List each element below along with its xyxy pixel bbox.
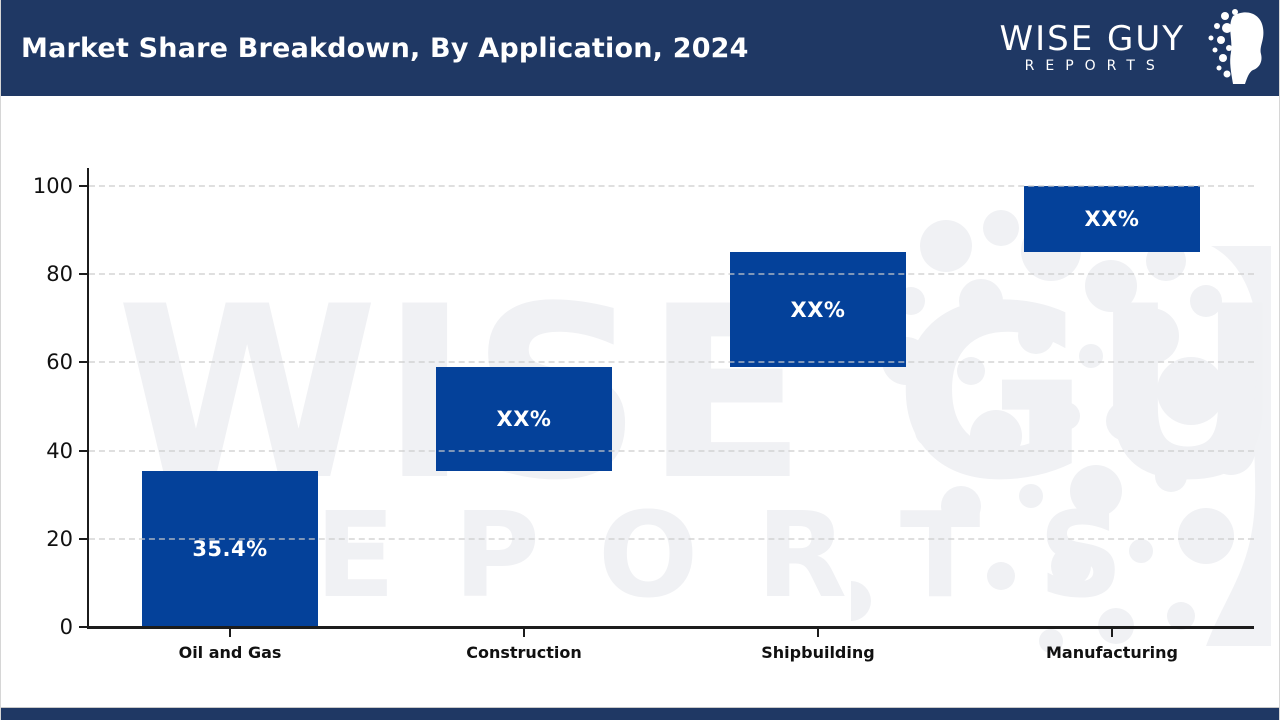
x-tick-mark	[229, 629, 231, 637]
y-tick-mark	[79, 537, 87, 540]
x-tick-mark	[523, 629, 525, 637]
y-tick-mark	[79, 626, 87, 628]
x-tick-label: Shipbuilding	[761, 643, 875, 662]
logo-wordmark-block: WISE GUY REPORTS	[999, 21, 1185, 75]
bar-value-label: XX%	[496, 407, 552, 432]
y-tick-label: 100	[32, 174, 73, 198]
y-gridline	[89, 185, 1254, 187]
x-axis-line	[87, 626, 1254, 629]
y-gridline	[89, 361, 1254, 364]
x-tick-label: Construction	[466, 643, 582, 662]
bar-manufacturing: XX%	[1024, 186, 1200, 253]
bar-value-label: XX%	[1084, 207, 1140, 232]
bar-value-label: XX%	[790, 297, 846, 322]
y-gridline	[89, 537, 1254, 540]
logo-face-icon	[1208, 9, 1264, 84]
y-axis-line	[87, 168, 89, 629]
bar-oil-and-gas: 35.4%	[142, 470, 318, 627]
y-tick-label: 40	[46, 438, 73, 463]
watermark-dots-face-icon	[851, 210, 1271, 653]
footer-bar	[1, 707, 1279, 720]
logo-subtitle: REPORTS	[1024, 58, 1166, 74]
chart-area: WISE GUY REPORTS	[1, 96, 1279, 708]
y-tick-label: 60	[46, 350, 73, 375]
y-tick-mark	[79, 273, 87, 276]
wiseguy-logo: WISE GUY REPORTS	[999, 6, 1279, 90]
y-tick-mark	[79, 449, 87, 452]
y-tick-mark	[79, 185, 87, 187]
y-gridline	[89, 449, 1254, 452]
bar-value-label: 35.4%	[192, 536, 268, 561]
x-tick-mark	[1111, 629, 1113, 637]
page-title: Market Share Breakdown, By Application, …	[21, 32, 749, 64]
x-tick-label: Oil and Gas	[178, 643, 282, 662]
logo-wordmark: WISE GUY	[999, 19, 1185, 59]
bar-shipbuilding: XX%	[730, 252, 906, 368]
y-tick-label: 80	[46, 262, 73, 287]
x-tick-mark	[817, 629, 819, 637]
watermark-subtitle: REPORTS	[166, 486, 1182, 624]
bar-construction: XX%	[436, 367, 612, 471]
header-bar: Market Share Breakdown, By Application, …	[1, 0, 1279, 96]
y-tick-mark	[79, 361, 87, 364]
x-tick-label: Manufacturing	[1046, 643, 1178, 662]
y-tick-label: 0	[59, 615, 73, 639]
y-tick-label: 20	[46, 526, 73, 551]
y-gridline	[89, 273, 1254, 276]
